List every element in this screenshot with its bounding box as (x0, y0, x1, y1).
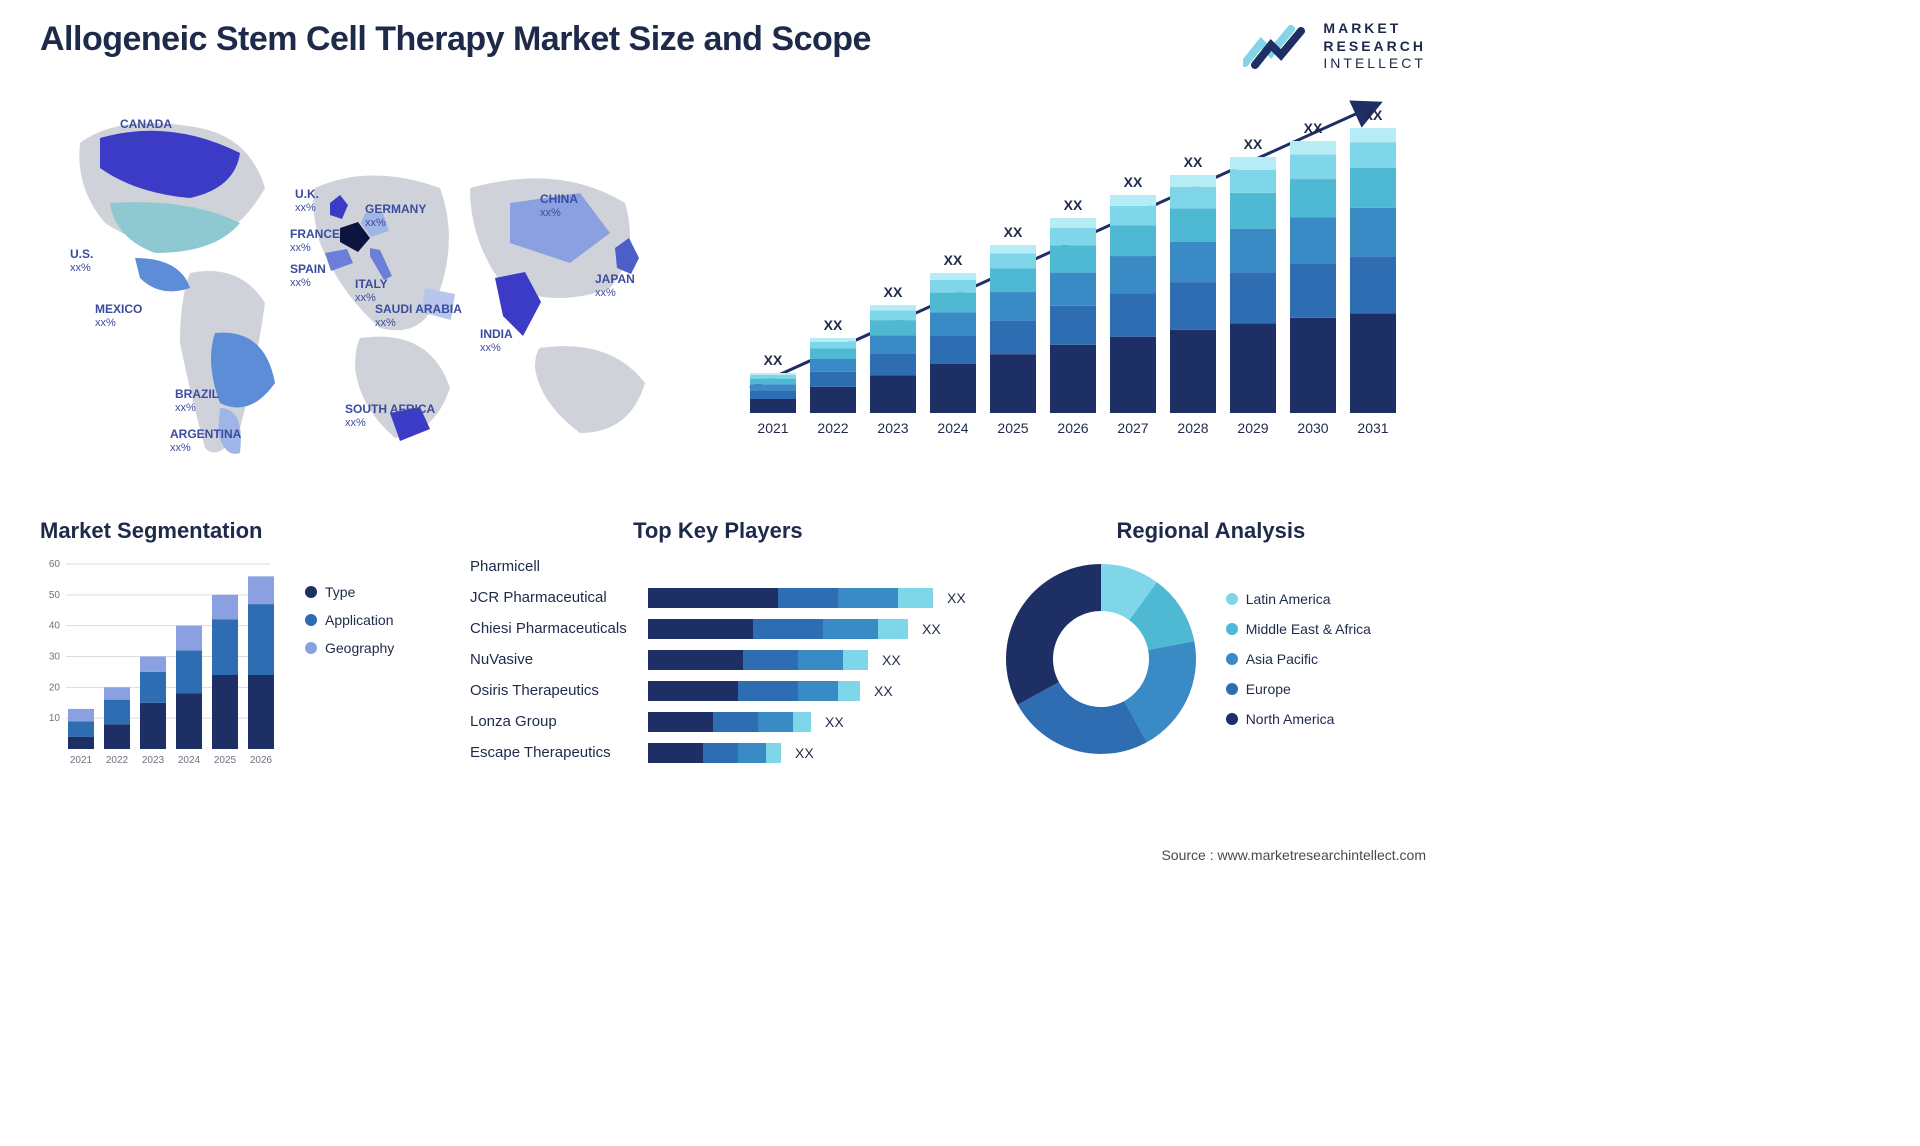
country-label: U.K.xx% (295, 188, 319, 214)
svg-text:XX: XX (1304, 120, 1323, 136)
country-label: INDIAxx% (480, 328, 513, 354)
svg-text:2029: 2029 (1237, 420, 1268, 436)
regional-title: Regional Analysis (996, 518, 1426, 544)
svg-text:XX: XX (1244, 136, 1263, 152)
header: Allogeneic Stem Cell Therapy Market Size… (40, 20, 1426, 73)
svg-text:2026: 2026 (250, 755, 273, 766)
country-label: CHINAxx% (540, 193, 578, 219)
svg-text:2031: 2031 (1357, 420, 1388, 436)
svg-text:XX: XX (1184, 154, 1203, 170)
country-label: SAUDI ARABIAxx% (375, 303, 462, 329)
regional-legend: Latin America Middle East & Africa Asia Pa… (1226, 591, 1371, 727)
world-map-panel: CANADAxx% U.S.xx% MEXICOxx% BRAZILxx% ARGENT… (40, 93, 700, 488)
svg-text:30: 30 (49, 651, 61, 662)
legend-item: Application (305, 612, 394, 628)
svg-text:10: 10 (49, 713, 61, 724)
svg-text:XX: XX (944, 252, 963, 268)
player-row: Osiris TherapeuticsXX (470, 678, 966, 704)
svg-text:2030: 2030 (1297, 420, 1328, 436)
brand-logo: MARKET RESEARCH INTELLECT (1243, 20, 1426, 73)
legend-item: Geography (305, 640, 394, 656)
bottom-row: Market Segmentation 10 20 30 40 50 60 2021 2022… (40, 518, 1426, 769)
svg-text:2025: 2025 (214, 755, 237, 766)
svg-text:2024: 2024 (937, 420, 968, 436)
top-row: CANADAxx% U.S.xx% MEXICOxx% BRAZILxx% ARGENT… (40, 93, 1426, 488)
legend-item: Type (305, 584, 394, 600)
svg-text:2025: 2025 (997, 420, 1028, 436)
legend-item: Europe (1226, 681, 1371, 697)
player-header: Pharmicell (470, 554, 966, 580)
growth-chart-panel: XX 2021 XX 2022 XX 2023 XX 2024 XX 2025 XX 2026 XX 20… (740, 93, 1426, 488)
svg-text:2024: 2024 (178, 755, 201, 766)
legend-item: North America (1226, 711, 1371, 727)
player-row: JCR PharmaceuticalXX (470, 585, 966, 611)
players-panel: Top Key Players Pharmicell JCR Pharmaceut… (470, 518, 966, 769)
svg-text:2022: 2022 (817, 420, 848, 436)
svg-text:50: 50 (49, 589, 61, 600)
growth-chart: XX 2021 XX 2022 XX 2023 XX 2024 XX 2025 XX 2026 XX 20… (740, 93, 1420, 453)
player-row: NuVasiveXX (470, 647, 966, 673)
svg-text:40: 40 (49, 620, 61, 631)
svg-text:2021: 2021 (757, 420, 788, 436)
legend-item: Asia Pacific (1226, 651, 1371, 667)
regional-panel: Regional Analysis Latin America Middle Ea… (996, 518, 1426, 769)
svg-text:2027: 2027 (1117, 420, 1148, 436)
logo-icon (1243, 21, 1313, 71)
svg-text:XX: XX (1004, 224, 1023, 240)
country-label: SPAINxx% (290, 263, 326, 289)
segmentation-legend: Type Application Geography (305, 584, 394, 769)
segmentation-panel: Market Segmentation 10 20 30 40 50 60 2021 2022… (40, 518, 440, 769)
svg-text:XX: XX (1064, 197, 1083, 213)
svg-text:XX: XX (884, 284, 903, 300)
country-label: CANADAxx% (120, 118, 172, 144)
svg-text:2023: 2023 (142, 755, 165, 766)
player-row: Lonza GroupXX (470, 709, 966, 735)
svg-text:20: 20 (49, 682, 61, 693)
svg-text:XX: XX (824, 317, 843, 333)
svg-text:2028: 2028 (1177, 420, 1208, 436)
player-row: Escape TherapeuticsXX (470, 740, 966, 766)
svg-text:XX: XX (764, 352, 783, 368)
country-label: FRANCExx% (290, 228, 340, 254)
country-label: ITALYxx% (355, 278, 388, 304)
svg-text:2023: 2023 (877, 420, 908, 436)
segmentation-chart: 10 20 30 40 50 60 2021 2022 2023 2024 2025 2026 (40, 554, 285, 769)
source-text: Source : www.marketresearchintellect.com (1161, 847, 1426, 863)
country-label: MEXICOxx% (95, 303, 142, 329)
svg-text:60: 60 (49, 559, 61, 570)
logo-text: MARKET RESEARCH INTELLECT (1323, 20, 1426, 73)
svg-text:2026: 2026 (1057, 420, 1088, 436)
country-label: U.S.xx% (70, 248, 93, 274)
country-label: BRAZILxx% (175, 388, 219, 414)
svg-text:2022: 2022 (106, 755, 129, 766)
svg-text:XX: XX (1364, 107, 1383, 123)
svg-text:XX: XX (1124, 174, 1143, 190)
segmentation-title: Market Segmentation (40, 518, 440, 544)
country-label: GERMANYxx% (365, 203, 426, 229)
country-label: SOUTH AFRICAxx% (345, 403, 435, 429)
country-label: ARGENTINAxx% (170, 428, 241, 454)
page-title: Allogeneic Stem Cell Therapy Market Size… (40, 20, 871, 59)
legend-item: Middle East & Africa (1226, 621, 1371, 637)
player-row: Chiesi PharmaceuticalsXX (470, 616, 966, 642)
players-title: Top Key Players (470, 518, 966, 544)
legend-item: Latin America (1226, 591, 1371, 607)
country-label: JAPANxx% (595, 273, 635, 299)
regional-donut (996, 554, 1206, 764)
svg-text:2021: 2021 (70, 755, 93, 766)
players-list: Pharmicell JCR PharmaceuticalXX Chiesi Pha… (470, 554, 966, 766)
